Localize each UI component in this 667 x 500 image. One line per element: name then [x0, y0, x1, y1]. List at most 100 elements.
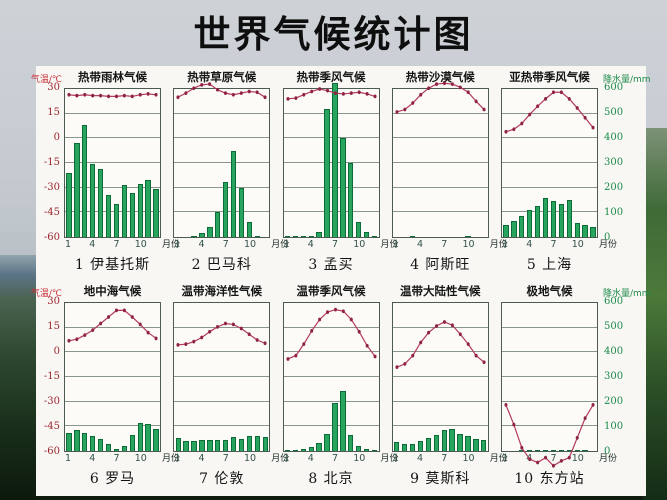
- precip-bar-month-7: [441, 430, 447, 451]
- temperature-point: [224, 321, 228, 326]
- precip-bar-month-6: [215, 439, 221, 451]
- gridline: [502, 400, 597, 402]
- gridline: [174, 211, 270, 213]
- temperature-line: [504, 90, 595, 134]
- precip-axis-scale: 降水量/mm 600 500 400 300 200 100 0: [599, 289, 651, 457]
- temperature-point: [232, 92, 236, 97]
- chart-caption: 2 巴马科: [191, 257, 252, 273]
- chart-plot: [391, 302, 489, 452]
- temperature-point: [293, 353, 297, 358]
- precip-bar-month-10: [137, 183, 143, 237]
- background-photo-trees-right: [643, 128, 667, 500]
- gridline: [502, 162, 597, 163]
- month-tick-4: 4: [417, 453, 424, 464]
- precip-bar-month-5: [207, 227, 213, 237]
- chart-title: 温带海洋性气候: [181, 284, 263, 298]
- temperature-point: [365, 343, 369, 348]
- gridline: [283, 326, 379, 328]
- precip-bar-month-8: [121, 185, 128, 237]
- precip-bar-month-4: [90, 436, 96, 451]
- temperature-point: [474, 353, 478, 358]
- gridline: [65, 425, 160, 427]
- temperature-line: [176, 321, 267, 347]
- month-tick-1: 1: [283, 453, 290, 464]
- temperature-point: [200, 335, 204, 340]
- gridline: [283, 425, 379, 427]
- month-axis: 1 4 7 10 月份: [392, 452, 508, 465]
- precip-axis-tick: 400: [604, 132, 624, 143]
- gridline: [283, 351, 379, 353]
- precip-bar-month-8: [558, 203, 565, 237]
- month-tick-7: 7: [222, 239, 229, 250]
- gridline: [502, 211, 597, 213]
- month-tick-7: 7: [332, 239, 339, 250]
- gridline: [65, 400, 160, 402]
- precip-bar-month-2: [401, 443, 408, 451]
- temperature-point: [591, 125, 595, 130]
- month-tick-1: 1: [174, 239, 181, 250]
- month-axis: 1 4 7 10 月份: [173, 452, 289, 465]
- precip-bar-month-10: [137, 422, 143, 451]
- temperature-polyline: [506, 92, 593, 131]
- gridline: [283, 211, 379, 213]
- precip-bar-month-9: [129, 192, 135, 237]
- precip-bar-month-7: [223, 439, 229, 451]
- temperature-polyline: [506, 405, 593, 466]
- month-tick-1: 1: [283, 239, 290, 250]
- precip-bar-month-8: [230, 150, 237, 237]
- temp-axis-tick: -15: [43, 371, 60, 382]
- precip-bar-month-8: [449, 428, 455, 451]
- temperature-point: [325, 310, 329, 314]
- gridline: [283, 162, 379, 163]
- temperature-point: [466, 90, 470, 95]
- gridline: [392, 112, 488, 114]
- month-tick-10: 10: [353, 239, 366, 250]
- precip-bar-month-9: [348, 163, 354, 237]
- chart-row-top: 气温/℃ 30 15 0 -15 -30 -45 -60 热带雨林气候 1 4 7 10 月份 1 伊基托斯…: [31, 68, 651, 282]
- temperature-point: [138, 322, 142, 327]
- temperature-point: [91, 93, 95, 98]
- climate-chart-9: 温带大陆性气候 1 4 7 10 月份 9 莫斯科: [391, 282, 508, 496]
- month-axis: 1 4 7 10 月份: [501, 238, 617, 251]
- charts-strip: 地中海气候 1 4 7 10 月份 6 罗马 温带海洋性气候 1 4 7 10 月份 7 伦敦 温带季风气候…: [63, 282, 617, 496]
- temp-axis-tick: -45: [43, 421, 60, 432]
- temperature-polyline: [178, 84, 265, 97]
- gridline: [283, 400, 379, 402]
- precip-bar-month-10: [356, 445, 362, 451]
- month-tick-7: 7: [441, 239, 448, 250]
- month-unit-label: 月份: [271, 240, 290, 250]
- precip-bar-month-5: [97, 169, 104, 237]
- precip-bar-month-12: [371, 450, 378, 451]
- temperature-point: [528, 112, 532, 117]
- temperature-line: [67, 308, 158, 343]
- precip-bar-month-7: [113, 448, 120, 451]
- chart-caption: 1 伊基托斯: [74, 257, 151, 273]
- gridline: [392, 137, 488, 139]
- temperature-point: [232, 322, 236, 327]
- temperature-point: [536, 104, 540, 109]
- chart-caption: 6 罗马: [89, 471, 136, 487]
- temperature-line: [504, 403, 595, 468]
- temperature-point: [154, 336, 158, 341]
- month-tick-7: 7: [332, 453, 339, 464]
- temperature-point: [255, 338, 259, 342]
- chart-plot: [64, 302, 161, 452]
- temperature-point: [551, 463, 555, 468]
- precip-bar-month-5: [316, 442, 322, 451]
- temp-axis-tick: 30: [47, 296, 60, 307]
- temperature-polyline: [178, 324, 265, 345]
- precip-bar-month-5: [534, 206, 541, 237]
- precip-bar-month-2: [511, 220, 517, 237]
- month-unit-label: 月份: [599, 454, 618, 464]
- precip-bar-month-9: [348, 434, 354, 451]
- gridline: [65, 162, 160, 163]
- gridline: [502, 425, 597, 427]
- temperature-point: [411, 101, 415, 105]
- precip-bar-month-1: [284, 236, 291, 237]
- temperature-point: [474, 99, 478, 104]
- temp-axis: 气温/℃ 30 15 0 -15 -30 -45 -60: [31, 282, 63, 496]
- temperature-point: [301, 92, 305, 97]
- climate-chart-8: 温带季风气候 1 4 7 10 月份 8 北京: [282, 282, 399, 496]
- precip-bar-month-5: [425, 438, 432, 451]
- chart-plot: [173, 302, 271, 452]
